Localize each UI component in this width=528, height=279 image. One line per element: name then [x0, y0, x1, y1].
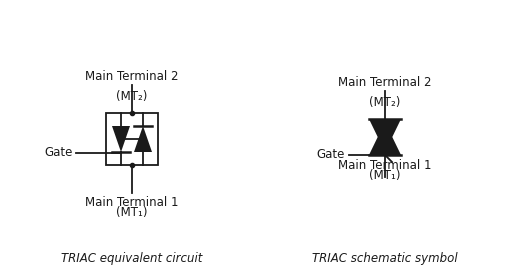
Text: TRIAC schematic symbol: TRIAC schematic symbol [312, 252, 458, 265]
Polygon shape [134, 126, 152, 152]
Polygon shape [112, 126, 130, 152]
Text: (MT₂): (MT₂) [116, 90, 148, 103]
Text: (MT₁): (MT₁) [369, 169, 401, 182]
Polygon shape [369, 119, 401, 152]
Text: Main Terminal 2: Main Terminal 2 [338, 76, 432, 89]
Text: (MT₂): (MT₂) [369, 96, 401, 109]
Text: Gate: Gate [317, 148, 345, 162]
Text: Main Terminal 1: Main Terminal 1 [338, 159, 432, 172]
Polygon shape [369, 122, 401, 155]
Text: (MT₁): (MT₁) [116, 206, 148, 219]
Bar [106, 113, 158, 165]
Text: TRIAC equivalent circuit: TRIAC equivalent circuit [61, 252, 203, 265]
Text: Gate: Gate [45, 146, 73, 160]
Text: Main Terminal 2: Main Terminal 2 [85, 70, 179, 83]
Text: Main Terminal 1: Main Terminal 1 [85, 196, 179, 209]
